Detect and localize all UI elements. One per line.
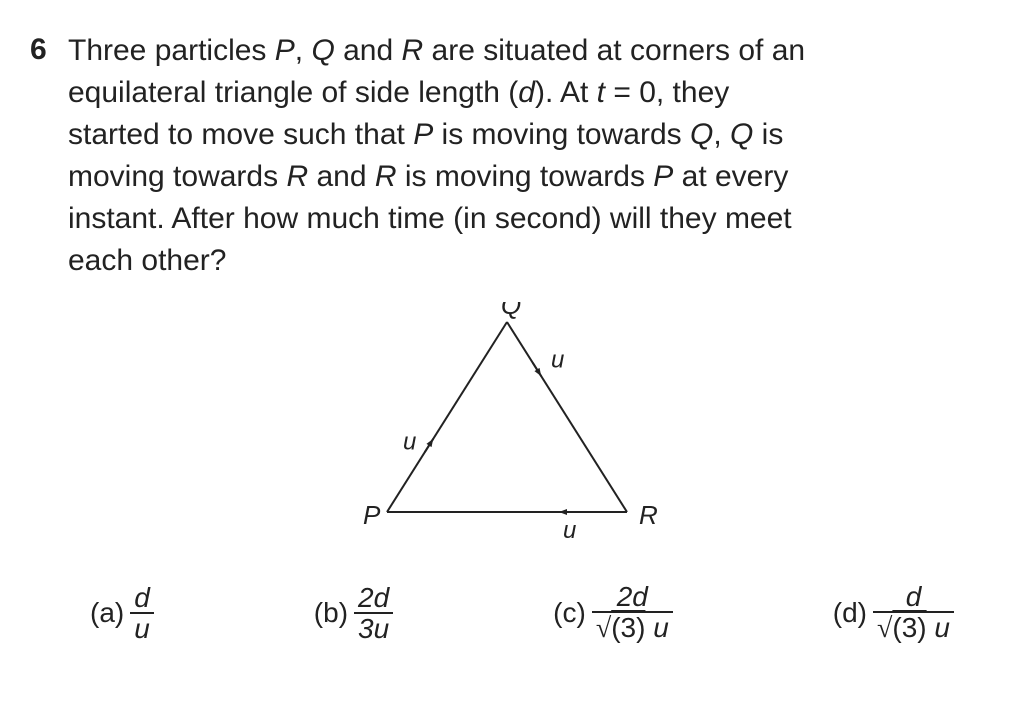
option-c-label: (c) [553,597,586,629]
option-b: (b) 2d 3u [314,582,393,644]
problem-text: Three particles P, Q and R are situated … [68,30,805,282]
option-b-frac: 2d 3u [354,583,393,644]
option-b-num: 2d [354,583,393,614]
option-c-num: 2d [592,582,673,613]
svg-text:R: R [639,500,657,530]
option-a-label: (a) [90,597,124,629]
svg-text:u: u [403,429,416,456]
option-c: (c) 2d √(3) u [553,582,673,644]
option-d: (d) d √(3) u [833,582,954,644]
option-b-label: (b) [314,597,348,629]
problem-block: 6 Three particles P, Q and R are situate… [30,30,984,282]
svg-text:Q: Q [501,302,521,320]
option-d-num: d [873,582,954,613]
option-c-frac: 2d √(3) u [592,582,673,644]
problem-number: 6 [30,30,68,71]
svg-text:P: P [363,500,381,530]
option-d-frac: d √(3) u [873,582,954,644]
svg-text:u: u [551,347,564,374]
option-d-den: √(3) u [873,613,954,643]
diagram-wrap: P Q Ru u u [30,302,984,557]
svg-text:u: u [563,517,576,544]
option-a-den: u [130,614,154,643]
option-a-frac: d u [130,583,154,644]
option-a: (a) d u [90,582,154,644]
triangle-diagram: P Q Ru u u [357,302,657,552]
option-d-label: (d) [833,597,867,629]
options-row: (a) d u (b) 2d 3u (c) 2d √(3) u (d) [30,582,984,644]
option-c-den: √(3) u [592,613,673,643]
option-b-den: 3u [354,614,393,643]
option-a-num: d [130,583,154,614]
